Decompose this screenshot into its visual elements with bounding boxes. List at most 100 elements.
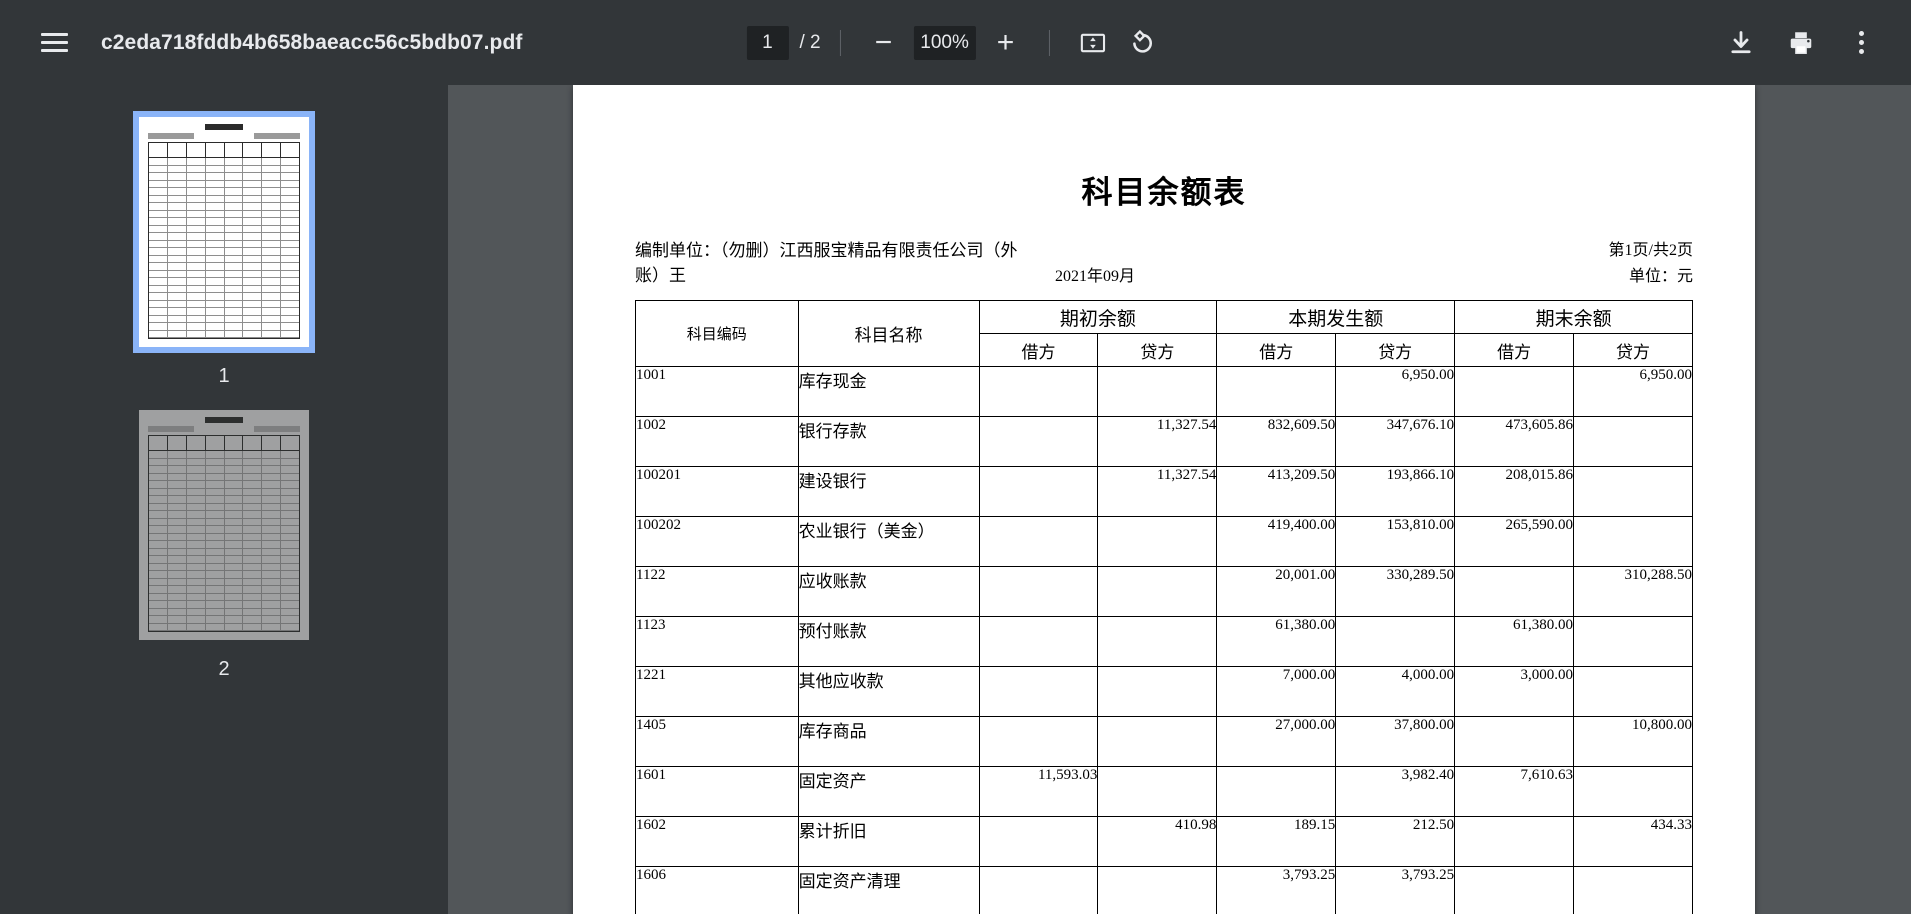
cell-closing-credit: [1573, 616, 1693, 667]
cell-opening-debit: [978, 816, 1099, 867]
cell-closing-debit: 473,605.86: [1454, 416, 1575, 467]
mini-title-1: [205, 124, 243, 130]
table-row: 1002 银行存款 11,327.54 832,609.50 347,676.10 473…: [635, 416, 1693, 467]
print-icon: [1790, 31, 1812, 54]
cell-subject-name: 累计折旧: [797, 816, 980, 867]
cell-opening-debit: [978, 616, 1099, 667]
kebab-dot-2: [1858, 40, 1864, 45]
hamburger-menu-icon[interactable]: [30, 19, 78, 67]
cell-opening-credit: [1097, 716, 1218, 767]
table-row: 1606 固定资产清理 3,793.25 3,793.25: [635, 866, 1693, 914]
zoom-in-button[interactable]: +: [982, 19, 1030, 67]
cell-current-credit: 6,950.00: [1335, 366, 1456, 417]
table-row: 1405 库存商品 27,000.00 37,800.00 10,800.00: [635, 716, 1693, 767]
header-group-current: 本期发生额: [1216, 300, 1456, 334]
cell-closing-debit: [1454, 366, 1575, 417]
page-number-input[interactable]: [746, 25, 789, 60]
report-title: 科目余额表: [1081, 175, 1247, 210]
header-subject-name: 科目名称: [797, 300, 980, 367]
cell-closing-debit: [1454, 566, 1575, 617]
table-header-row-1: 科目编码 科目名称 期初余额 本期发生额 期末余额: [635, 300, 1693, 367]
rotate-counterclockwise-icon: [1132, 29, 1152, 53]
cell-current-credit: 212.50: [1335, 816, 1456, 867]
table-row: 100202 农业银行（美金） 419,400.00 153,810.00 265,59…: [635, 516, 1693, 567]
thumbnail-mini-table-2: [148, 417, 300, 632]
cell-closing-credit: 6,950.00: [1573, 366, 1693, 417]
cell-closing-debit: 208,015.86: [1454, 466, 1575, 517]
report-page-indicator: 第1页/共2页: [1608, 242, 1693, 259]
cell-subject-name: 固定资产清理: [797, 866, 980, 914]
zoom-level-display[interactable]: 100%: [913, 25, 976, 60]
thumbnail-sidebar[interactable]: 1: [0, 85, 448, 914]
mini-meta-2: [148, 426, 300, 435]
thumbnail-label-2: 2: [218, 658, 230, 680]
report-currency-unit: 单位：元: [1628, 268, 1693, 285]
cell-opening-credit: [1097, 866, 1218, 914]
toolbar-divider-2: [1048, 29, 1050, 56]
cell-subject-code: 100202: [635, 516, 799, 567]
cell-closing-debit: [1454, 816, 1575, 867]
more-options-button[interactable]: [1837, 19, 1885, 67]
thumbnail-item-2[interactable]: 2: [0, 404, 448, 681]
cell-current-debit: [1216, 366, 1337, 417]
report-unit-label: 编制单位：（勿删）江西服宝精品有限责任公司（外账）王: [635, 241, 1018, 285]
header-opening-credit: 贷方: [1097, 333, 1218, 367]
thumbnail-item-1[interactable]: 1: [0, 111, 448, 388]
minus-icon: −: [874, 25, 893, 59]
page-count-label: / 2: [799, 31, 821, 53]
cell-closing-credit: 434.33: [1573, 816, 1693, 867]
cell-opening-credit: [1097, 566, 1218, 617]
cell-subject-name: 应收账款: [797, 566, 980, 617]
table-row: 1602 累计折旧 410.98 189.15 212.50 434.33: [635, 816, 1693, 867]
cell-subject-code: 1001: [635, 366, 799, 417]
cell-subject-name: 预付账款: [797, 616, 980, 667]
cell-closing-debit: 61,380.00: [1454, 616, 1575, 667]
pdf-page-1: 科目余额表 编制单位：（勿删）江西服宝精品有限责任公司（外账）王 2021年09…: [573, 85, 1755, 914]
cell-opening-credit: [1097, 666, 1218, 717]
cell-closing-credit: [1573, 416, 1693, 467]
cell-current-debit: 189.15: [1216, 816, 1337, 867]
thumbnail-preview-1: [139, 117, 309, 347]
toolbar-left-group: c2eda718fddb4b658baeacc56c5bdb07.pdf: [0, 19, 522, 67]
balance-table: 科目编码 科目名称 期初余额 本期发生额 期末余额 借方 贷方 借方 贷方 借方: [635, 300, 1693, 914]
menu-bar-1: [40, 33, 68, 36]
print-button[interactable]: [1777, 19, 1825, 67]
cell-current-debit: 20,001.00: [1216, 566, 1337, 617]
cell-subject-code: 100201: [635, 466, 799, 517]
cell-current-credit: 347,676.10: [1335, 416, 1456, 467]
rotate-counterclockwise-button[interactable]: [1117, 19, 1165, 67]
thumbnail-frame-1[interactable]: [133, 111, 315, 353]
toolbar-center-group: / 2 − 100% +: [746, 19, 1164, 67]
cell-subject-code: 1601: [635, 766, 799, 817]
table-header-row-2: 借方 贷方 借方 贷方 借方 贷方: [636, 333, 1693, 367]
cell-opening-debit: [978, 716, 1099, 767]
zoom-out-button[interactable]: −: [860, 19, 908, 67]
cell-opening-debit: [978, 416, 1099, 467]
mini-title-2: [205, 417, 243, 423]
cell-subject-name: 银行存款: [797, 416, 980, 467]
pdf-document-content: 科目余额表 编制单位：（勿删）江西服宝精品有限责任公司（外账）王 2021年09…: [573, 85, 1755, 914]
cell-current-debit: 419,400.00: [1216, 516, 1337, 567]
mini-meta-1: [148, 133, 300, 142]
mini-rows-1: [148, 158, 300, 339]
thumbnail-frame-2[interactable]: [133, 404, 315, 646]
cell-opening-credit: [1097, 366, 1218, 417]
cell-closing-credit: 310,288.50: [1573, 566, 1693, 617]
cell-current-debit: 832,609.50: [1216, 416, 1337, 467]
cell-opening-debit: [978, 666, 1099, 717]
kebab-dot-1: [1858, 31, 1864, 36]
kebab-dot-3: [1858, 49, 1864, 54]
cell-opening-debit: [978, 566, 1099, 617]
cell-subject-code: 1122: [635, 566, 799, 617]
cell-subject-code: 1123: [635, 616, 799, 667]
header-closing-credit: 贷方: [1573, 333, 1693, 367]
cell-current-credit: 3,793.25: [1335, 866, 1456, 914]
cell-opening-debit: [978, 466, 1099, 517]
download-button[interactable]: [1717, 19, 1765, 67]
cell-closing-debit: 3,000.00: [1454, 666, 1575, 717]
cell-opening-debit: [978, 866, 1099, 914]
cell-current-debit: [1216, 766, 1337, 817]
fit-to-page-button[interactable]: [1069, 19, 1117, 67]
cell-opening-credit: 410.98: [1097, 816, 1218, 867]
pdf-content-area[interactable]: 科目余额表 编制单位：（勿删）江西服宝精品有限责任公司（外账）王 2021年09…: [448, 85, 1911, 914]
